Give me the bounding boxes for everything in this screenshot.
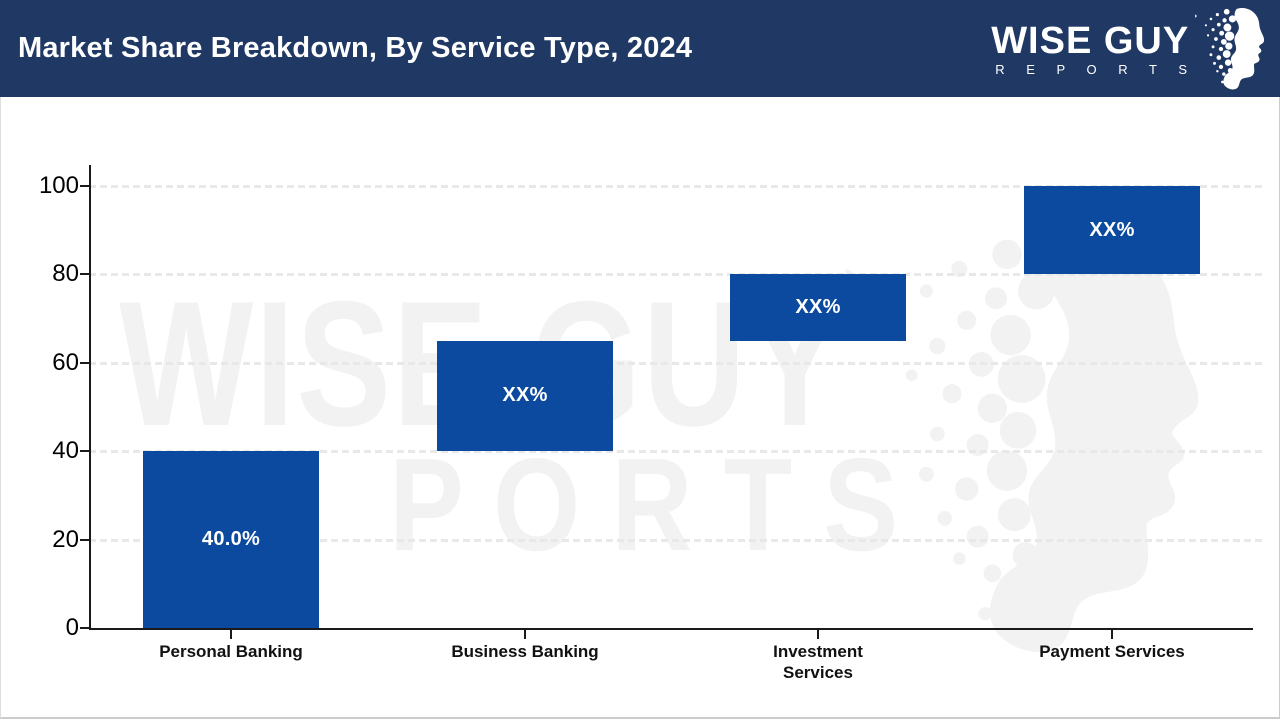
x-axis [89,628,1253,630]
gridline-40 [89,450,1263,454]
y-tick-label-60: 60 [52,348,79,376]
bar-value-label: XX% [1089,218,1135,241]
y-tick-label-80: 80 [52,260,79,288]
y-tick-label-40: 40 [52,437,79,465]
gridline-20 [89,538,1263,542]
x-category-label: Business Banking [451,642,599,661]
wiseguy-head-icon [1192,6,1270,92]
gridline-100 [89,185,1263,188]
x-category-label: Investment Services [773,642,863,683]
watermark-reports: P O R T S [389,431,899,578]
header-bar: Market Share Breakdown, By Service Type,… [0,0,1280,97]
x-tick-1 [524,630,526,639]
bar-personal-banking: 40.0% [143,451,319,628]
y-tick-label-0: 0 [65,614,79,641]
gridline-80 [89,273,1263,277]
x-tick-2 [817,630,819,639]
bar-value-label: XX% [795,296,841,319]
y-tick-0 [80,627,89,629]
x-tick-3 [1111,630,1113,639]
bar-value-label: XX% [502,384,548,407]
bar-investment-services: XX% [730,274,906,341]
wiseguy-logo: WISE GUY R E P O R T S [991,4,1270,94]
y-tick-80 [80,273,89,276]
x-category-label: Payment Services [1039,642,1185,661]
y-tick-40 [80,450,89,453]
logo-subtitle: R E P O R T S [995,62,1196,77]
y-tick-100 [80,185,89,187]
bar-value-label: 40.0% [201,528,261,551]
x-category-label: Personal Banking [159,642,303,661]
wiseguy-logo-text: WISE GUY R E P O R T S [991,22,1196,76]
y-tick-label-20: 20 [52,525,79,553]
y-axis [89,165,91,630]
y-tick-20 [80,538,89,541]
page-title: Market Share Breakdown, By Service Type,… [18,32,693,64]
gridline-60 [89,361,1263,365]
y-tick-label-100: 100 [38,172,79,199]
x-tick-0 [230,630,232,639]
chart-area: WISE GUY P O R T S 0 20 40 60 80 100 40.0% Pers… [0,97,1280,719]
logo-wordmark: WISE GUY [991,20,1190,62]
bar-payment-services: XX% [1024,186,1200,275]
bar-business-banking: XX% [437,340,613,452]
y-tick-60 [80,361,89,364]
